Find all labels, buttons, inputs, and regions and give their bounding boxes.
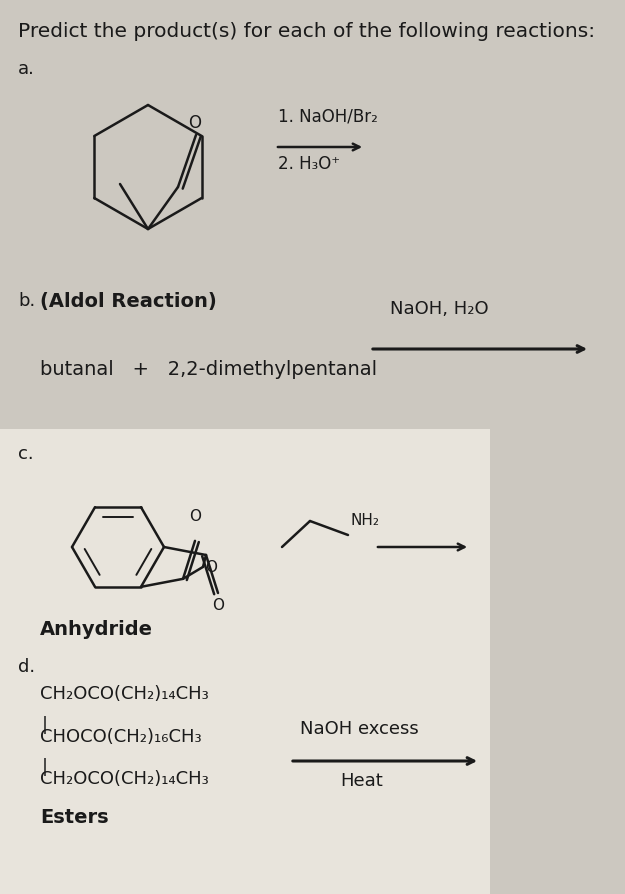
Text: (Aldol Reaction): (Aldol Reaction) xyxy=(40,291,217,310)
Text: O: O xyxy=(212,597,224,612)
Text: CH₂OCO(CH₂)₁₄CH₃: CH₂OCO(CH₂)₁₄CH₃ xyxy=(40,769,209,787)
Text: Esters: Esters xyxy=(40,807,109,826)
Text: O: O xyxy=(188,114,201,131)
Text: b.: b. xyxy=(18,291,35,309)
Text: |: | xyxy=(42,715,48,733)
Text: Heat: Heat xyxy=(340,772,382,789)
Text: a.: a. xyxy=(18,60,35,78)
Text: NH₂: NH₂ xyxy=(350,512,379,527)
Text: |: | xyxy=(42,757,48,775)
Text: 2. H₃O⁺: 2. H₃O⁺ xyxy=(278,155,340,173)
Text: Predict the product(s) for each of the following reactions:: Predict the product(s) for each of the f… xyxy=(18,22,595,41)
Text: O: O xyxy=(189,509,201,523)
Text: Anhydride: Anhydride xyxy=(40,620,153,638)
Text: CH₂OCO(CH₂)₁₄CH₃: CH₂OCO(CH₂)₁₄CH₃ xyxy=(40,684,209,702)
Text: NaOH, H₂O: NaOH, H₂O xyxy=(390,299,489,317)
Bar xyxy=(0,0,625,429)
Text: CHOCO(CH₂)₁₆CH₃: CHOCO(CH₂)₁₆CH₃ xyxy=(40,727,202,746)
Text: butanal   +   2,2-dimethylpentanal: butanal + 2,2-dimethylpentanal xyxy=(40,359,377,378)
Text: O: O xyxy=(205,560,217,574)
Bar xyxy=(490,429,625,894)
Text: d.: d. xyxy=(18,657,35,675)
Bar xyxy=(0,649,490,894)
Text: NaOH excess: NaOH excess xyxy=(300,719,419,738)
Text: 1. NaOH/Br₂: 1. NaOH/Br₂ xyxy=(278,107,378,125)
Text: c.: c. xyxy=(18,444,34,462)
Bar xyxy=(0,429,490,649)
